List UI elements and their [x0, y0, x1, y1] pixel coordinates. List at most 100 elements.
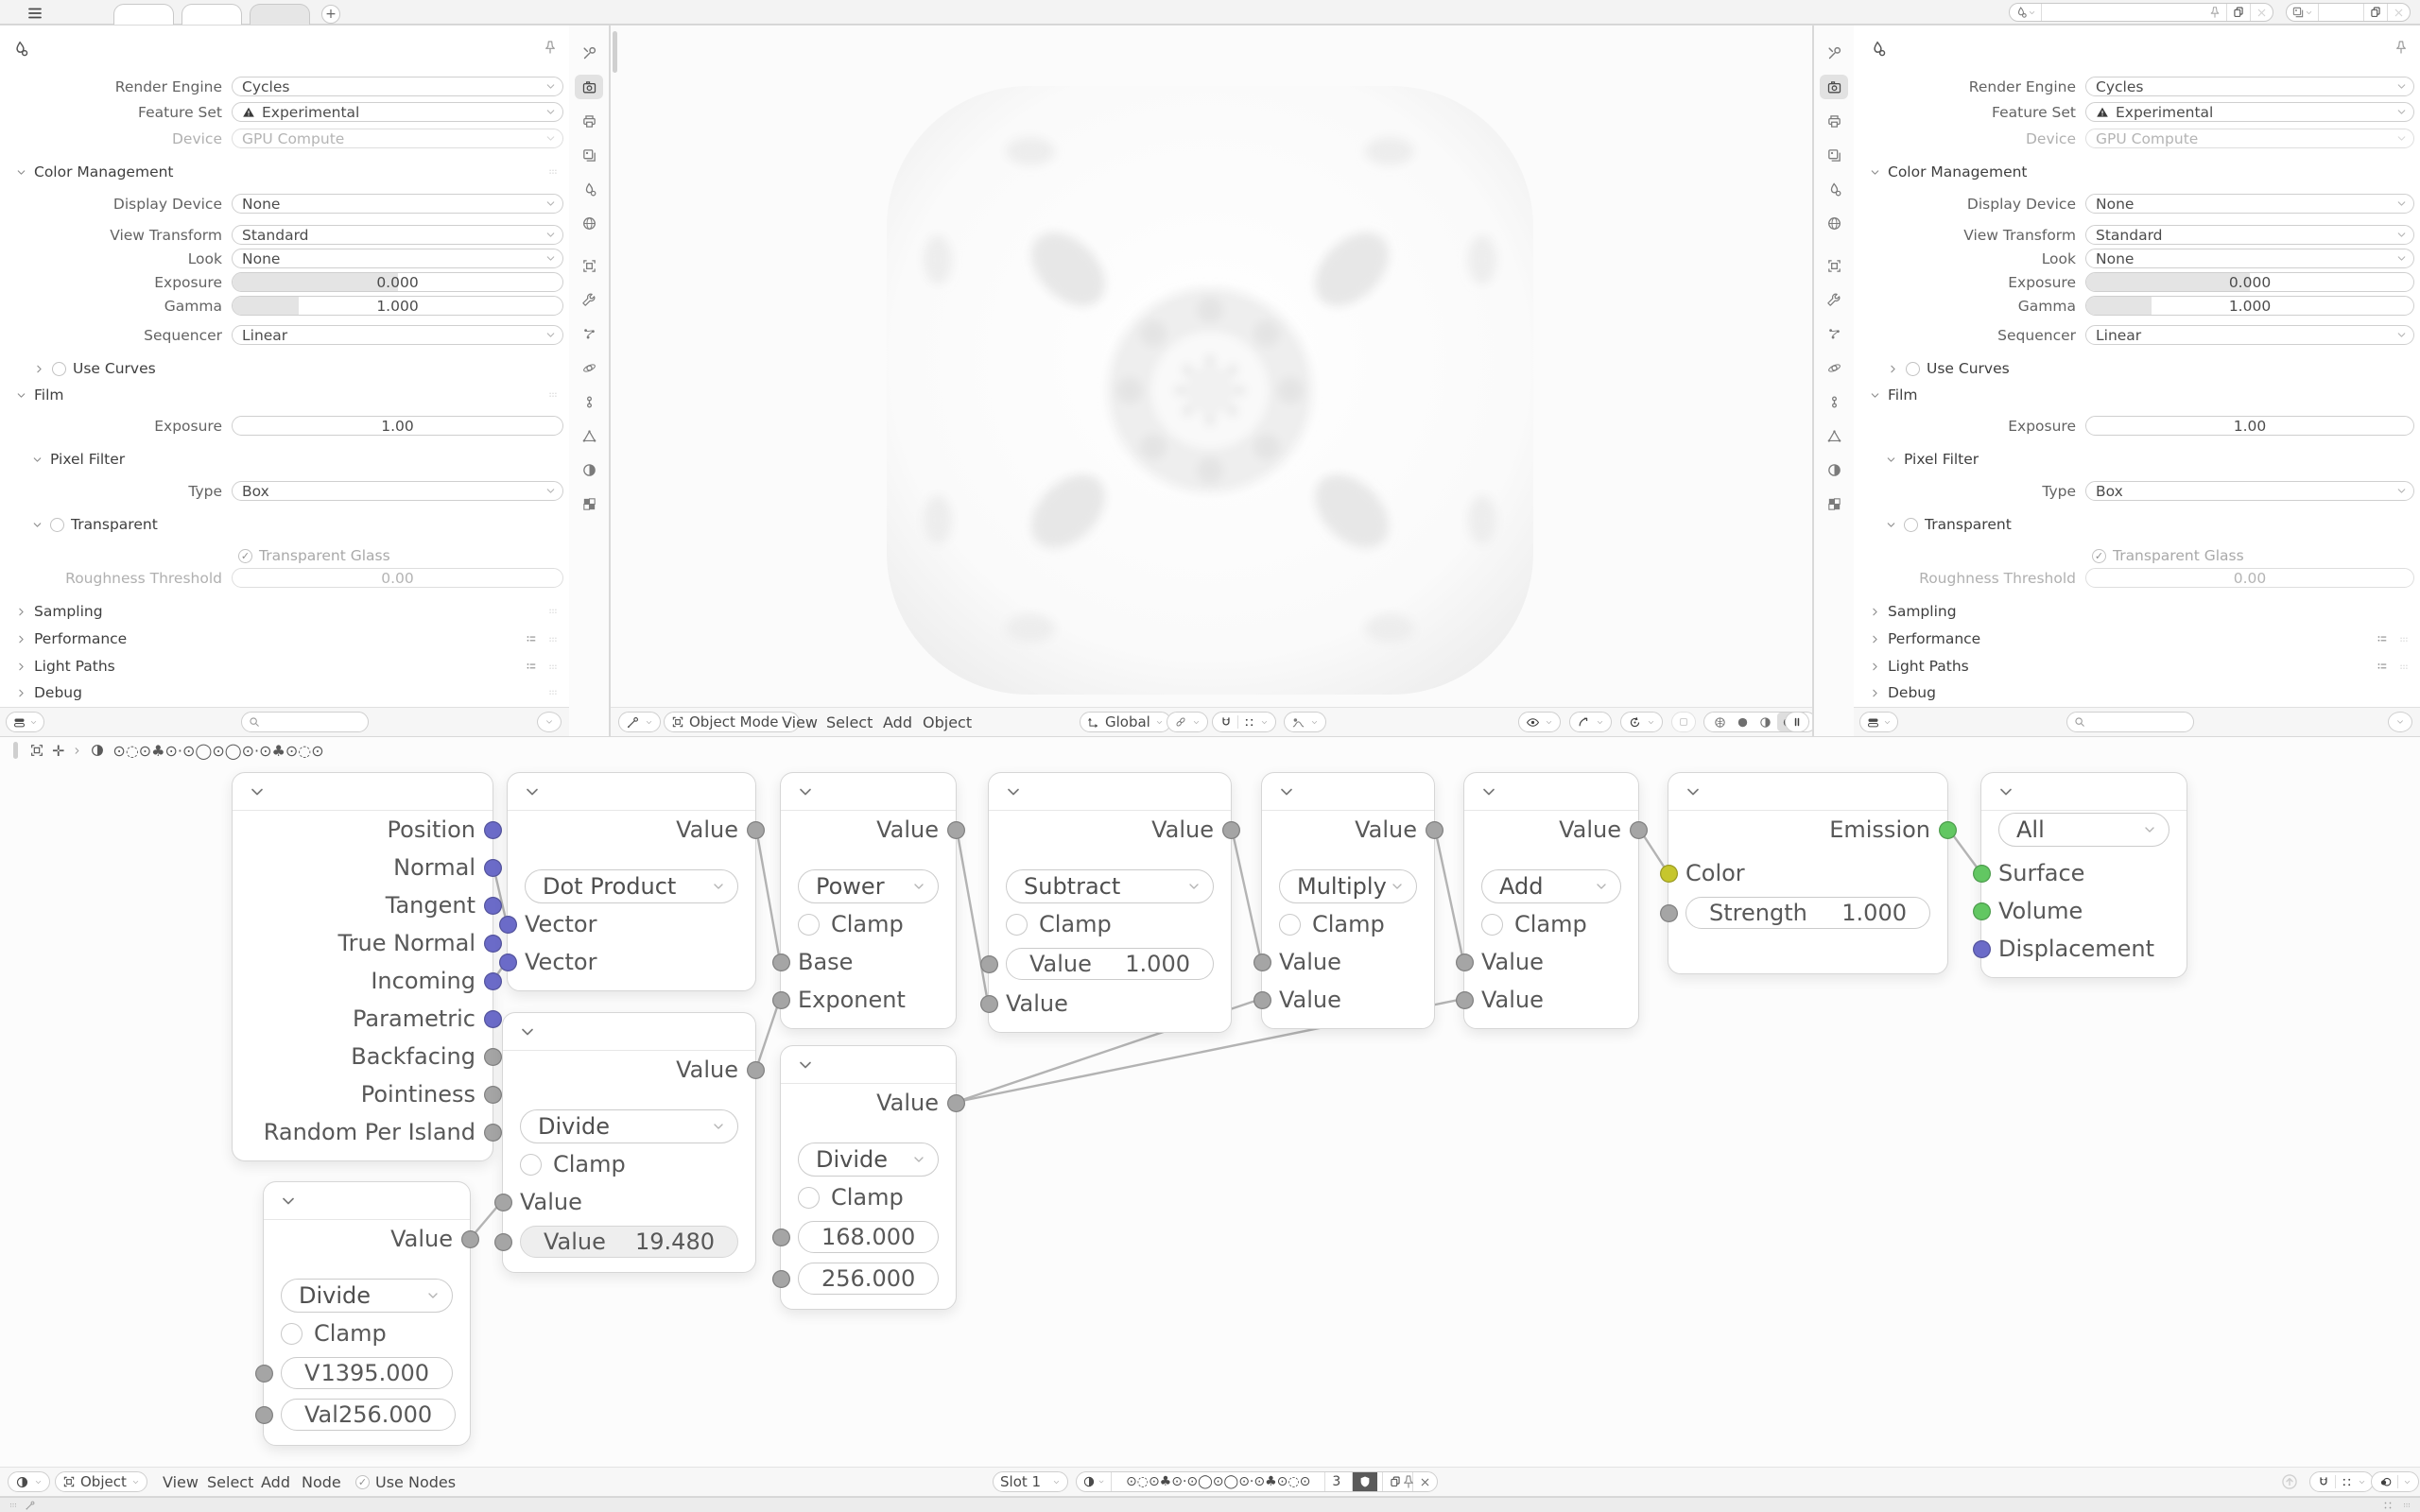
viewport-editor-type-button[interactable]	[618, 712, 661, 732]
socket-exponent[interactable]	[771, 990, 790, 1009]
props-tab-modifiers[interactable]	[1820, 287, 1848, 312]
value-field[interactable]: Val 256.000	[281, 1399, 457, 1431]
workspace-tab-2[interactable]	[182, 4, 242, 25]
drag-handle[interactable]	[13, 742, 18, 759]
material-name-field[interactable]: ⊙◌⊙♣⊙·⊙◯⊙◯⊙·⊙♣⊙◌⊙	[1126, 1474, 1311, 1489]
section-transparent[interactable]: Transparent	[1885, 516, 2012, 533]
use-curves-row[interactable]: Use Curves	[1887, 360, 2010, 377]
clamp-checkbox[interactable]	[281, 1322, 302, 1345]
new-image-button[interactable]	[2363, 4, 2388, 21]
operation-select[interactable]: Divide	[281, 1279, 453, 1313]
section-performance[interactable]: Performance	[1869, 630, 1980, 647]
props-tab-object-data[interactable]	[575, 423, 603, 448]
new-material-button[interactable]	[1382, 1472, 1408, 1491]
preset-list-icon[interactable]	[2378, 663, 2387, 669]
props-tab-object-data[interactable]	[1820, 423, 1848, 448]
node-header[interactable]	[508, 773, 755, 811]
material-name-field[interactable]	[2042, 4, 2204, 21]
node-editor-type-button[interactable]	[8, 1471, 50, 1492]
section-film[interactable]: Film	[1869, 387, 1918, 404]
transparent-checkbox[interactable]	[50, 517, 64, 532]
section-light-paths[interactable]: Light Paths	[15, 658, 115, 675]
film-exposure-field[interactable]: 1.00	[2085, 416, 2414, 436]
slot-select[interactable]: Slot 1	[993, 1471, 1068, 1492]
node-header[interactable]	[1464, 773, 1638, 811]
pin-material-button[interactable]	[1401, 1474, 1416, 1493]
socket-normal[interactable]	[483, 858, 502, 877]
menu-add[interactable]: Add	[883, 713, 912, 731]
gizmos-button[interactable]	[1569, 712, 1612, 732]
props-tab-object[interactable]	[1820, 253, 1848, 278]
props-tab-physics[interactable]	[1820, 355, 1848, 380]
props-tab-render[interactable]	[575, 75, 603, 99]
props-tab-tool[interactable]	[575, 41, 603, 65]
section-transparent[interactable]: Transparent	[31, 516, 158, 533]
material-browse-button[interactable]	[2010, 4, 2042, 21]
props-tab-tool[interactable]	[1820, 41, 1848, 65]
props-tab-particles[interactable]	[1820, 321, 1848, 346]
socket-value-in[interactable]	[493, 1193, 512, 1211]
image-datablock-selector[interactable]	[2286, 3, 2411, 22]
gamma-slider[interactable]: 1.000	[232, 296, 563, 316]
preset-list-icon[interactable]	[2378, 636, 2387, 642]
image-name-field[interactable]	[2319, 4, 2363, 21]
socket-position[interactable]	[483, 820, 502, 839]
menu-view[interactable]: View	[163, 1472, 199, 1491]
transform-orientation-select[interactable]: Global	[1080, 712, 1171, 732]
operation-select[interactable]: Divide	[798, 1143, 939, 1177]
node-math-divide-b[interactable]: Value Divide Clamp V 1395.000 Val 256.000	[254, 1181, 479, 1446]
xray-toggle-button[interactable]	[1671, 712, 1696, 732]
scrollbar[interactable]	[613, 31, 617, 73]
sequencer-select[interactable]: Linear	[2085, 325, 2414, 345]
section-performance[interactable]: Performance	[15, 630, 127, 647]
props-tab-physics[interactable]	[575, 355, 603, 380]
props-tab-view-layer[interactable]	[1820, 143, 1848, 167]
mode-select[interactable]: Object Mode	[664, 712, 800, 732]
socket-value-in-1[interactable]	[771, 1228, 790, 1246]
socket-value-out[interactable]	[946, 1093, 965, 1112]
pixel-filter-type-select[interactable]: Box	[232, 481, 563, 501]
operation-select[interactable]: Dot Product	[525, 869, 738, 903]
pause-render-button[interactable]	[1785, 712, 1809, 732]
new-tab-button[interactable]: +	[321, 5, 340, 24]
operation-select[interactable]: Divide	[520, 1109, 738, 1143]
node-header[interactable]	[264, 1182, 470, 1220]
value-field[interactable]: Value 1.000	[1006, 948, 1214, 980]
section-color-management[interactable]: Color Management	[15, 163, 174, 180]
pin-id-button[interactable]	[2204, 4, 2226, 21]
material-datablock-selector[interactable]	[2009, 3, 2273, 22]
look-select[interactable]: None	[2085, 249, 2414, 268]
target-select[interactable]: All	[1998, 813, 2169, 847]
section-grip[interactable]	[546, 165, 560, 179]
clamp-checkbox[interactable]	[520, 1153, 542, 1176]
display-device-select[interactable]: None	[232, 194, 563, 214]
socket-vector-1[interactable]	[498, 915, 517, 934]
exposure-slider[interactable]: 0.000	[232, 272, 563, 292]
unlink-material-button[interactable]	[1412, 1472, 1437, 1491]
hamburger-menu-button[interactable]	[26, 5, 43, 26]
node-math-subtract[interactable]: Value Subtract Clamp Value 1.000 Value	[979, 772, 1240, 1033]
pixel-filter-type-select[interactable]: Box	[2085, 481, 2414, 501]
unlink-material-button[interactable]	[2251, 4, 2273, 21]
editor-type-button[interactable]	[6, 712, 44, 732]
socket-value-in-2[interactable]	[493, 1232, 512, 1251]
transparent-glass-checkbox[interactable]: ✓	[2092, 548, 2106, 563]
node-header[interactable]	[503, 1013, 755, 1051]
node-header[interactable]	[1668, 773, 1947, 811]
menu-view[interactable]: View	[782, 713, 818, 731]
exposure-slider[interactable]: 0.000	[2085, 272, 2414, 292]
props-tab-render[interactable]	[1820, 75, 1848, 99]
pin-properties-button[interactable]	[2394, 40, 2409, 59]
editor-type-button[interactable]	[1859, 712, 1898, 732]
sequencer-select[interactable]: Linear	[232, 325, 563, 345]
strength-field[interactable]: Strength 1.000	[1685, 897, 1930, 929]
node-math-divide-c[interactable]: Value Divide Clamp 168.000 256.000	[771, 1045, 965, 1310]
value-field[interactable]: 256.000	[798, 1263, 940, 1295]
fake-user-button[interactable]	[1352, 1472, 1378, 1491]
socket-emission-out[interactable]	[1938, 820, 1957, 839]
gamma-slider[interactable]: 1.000	[2085, 296, 2414, 316]
socket-value-in-1[interactable]	[254, 1364, 273, 1383]
preset-list-icon[interactable]	[527, 663, 536, 669]
parent-node-tree-button[interactable]	[2280, 1472, 2299, 1495]
socket-vector-2[interactable]	[498, 953, 517, 971]
